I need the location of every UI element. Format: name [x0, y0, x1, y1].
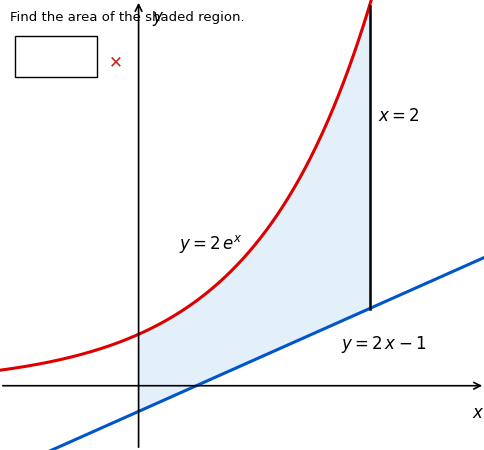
Bar — [15, 36, 97, 76]
Text: ✕: ✕ — [109, 54, 123, 72]
Text: $y = 2\,e^{x}$: $y = 2\,e^{x}$ — [179, 233, 242, 255]
Text: $x = 2$: $x = 2$ — [377, 107, 419, 125]
Text: y: y — [152, 8, 162, 26]
Text: x: x — [472, 404, 482, 422]
Text: $y = 2\,x - 1$: $y = 2\,x - 1$ — [340, 334, 425, 356]
Text: Find the area of the shaded region.: Find the area of the shaded region. — [10, 11, 244, 24]
